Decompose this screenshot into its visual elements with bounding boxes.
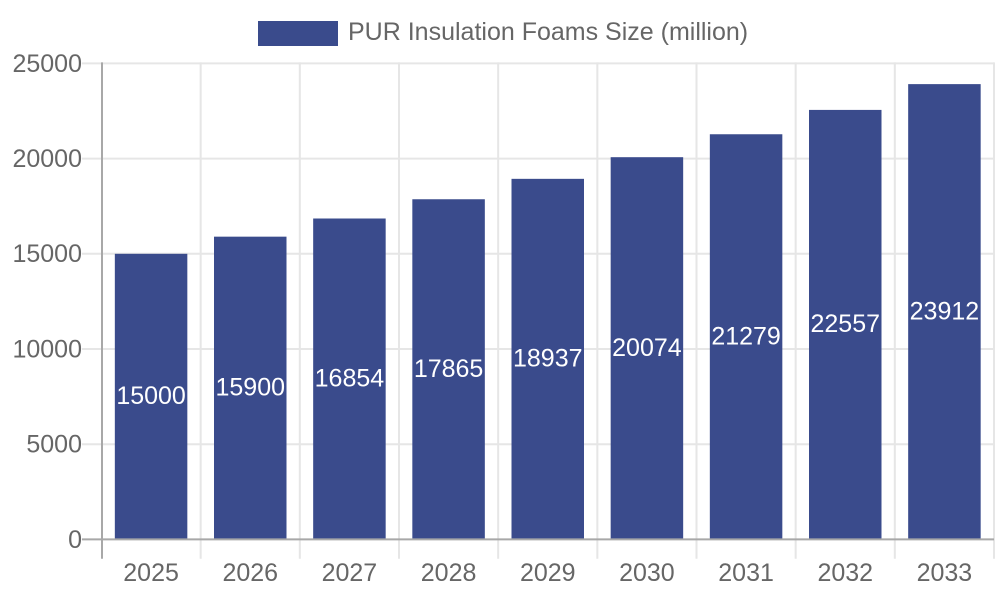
svg-text:2033: 2033 bbox=[917, 559, 973, 587]
svg-text:2032: 2032 bbox=[817, 559, 873, 587]
svg-text:18937: 18937 bbox=[513, 345, 583, 373]
svg-text:2025: 2025 bbox=[123, 559, 179, 587]
svg-text:2027: 2027 bbox=[322, 559, 378, 587]
svg-text:17865: 17865 bbox=[414, 355, 484, 383]
svg-text:16854: 16854 bbox=[315, 364, 385, 392]
svg-text:15000: 15000 bbox=[116, 382, 186, 410]
svg-text:2029: 2029 bbox=[520, 559, 576, 587]
svg-text:20000: 20000 bbox=[12, 145, 82, 173]
svg-text:21279: 21279 bbox=[711, 322, 781, 350]
svg-text:2031: 2031 bbox=[718, 559, 774, 587]
svg-text:2026: 2026 bbox=[222, 559, 278, 587]
svg-text:15900: 15900 bbox=[215, 374, 285, 402]
svg-text:5000: 5000 bbox=[26, 431, 82, 459]
svg-text:2028: 2028 bbox=[421, 559, 477, 587]
svg-text:10000: 10000 bbox=[12, 335, 82, 363]
svg-text:22557: 22557 bbox=[810, 310, 880, 338]
svg-text:2030: 2030 bbox=[619, 559, 675, 587]
svg-text:23912: 23912 bbox=[910, 297, 980, 325]
svg-text:PUR Insulation Foams Size (mil: PUR Insulation Foams Size (million) bbox=[348, 18, 748, 46]
svg-text:15000: 15000 bbox=[12, 240, 82, 268]
svg-text:25000: 25000 bbox=[12, 50, 82, 78]
svg-text:0: 0 bbox=[68, 526, 82, 554]
svg-text:20074: 20074 bbox=[612, 334, 682, 362]
